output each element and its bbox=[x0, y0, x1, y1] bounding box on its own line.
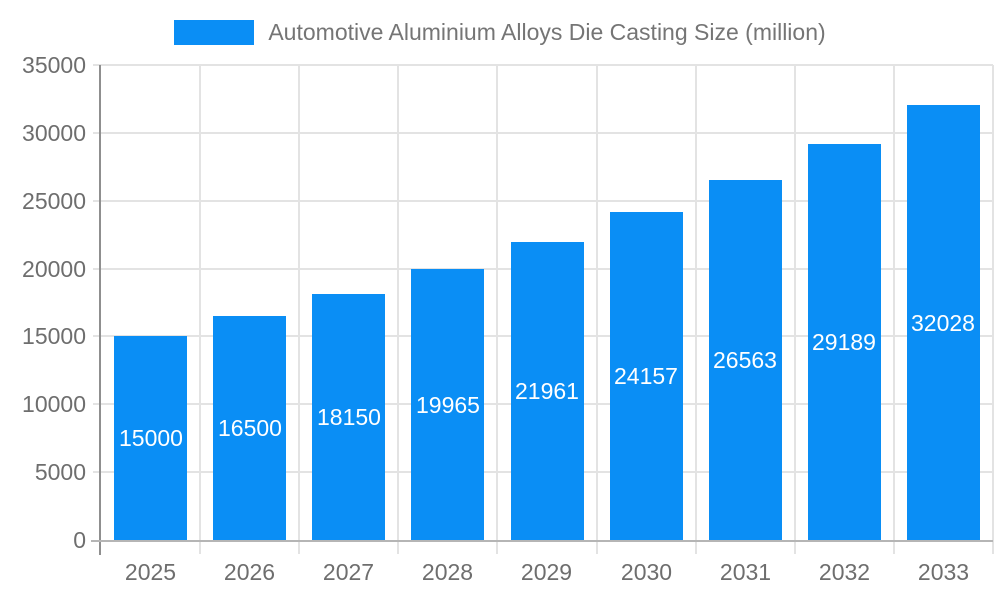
h-gridline bbox=[101, 132, 993, 134]
bar[interactable] bbox=[907, 105, 980, 540]
y-tick-label: 35000 bbox=[22, 52, 86, 78]
bar[interactable] bbox=[808, 144, 881, 540]
x-axis-tick bbox=[794, 540, 796, 554]
x-axis-tick bbox=[199, 540, 201, 554]
bar-value-label: 16500 bbox=[218, 415, 282, 441]
v-gridline bbox=[199, 65, 201, 540]
y-axis-line bbox=[99, 65, 101, 555]
x-tick-label: 2033 bbox=[917, 559, 970, 585]
y-axis-tick bbox=[93, 64, 101, 66]
bar[interactable] bbox=[312, 294, 385, 540]
bar[interactable] bbox=[709, 180, 782, 540]
v-gridline bbox=[893, 65, 895, 540]
legend-label: Automotive Aluminium Alloys Die Casting … bbox=[268, 18, 826, 45]
x-tick-label: 2027 bbox=[322, 559, 375, 585]
v-gridline bbox=[695, 65, 697, 540]
y-tick-label: 30000 bbox=[22, 120, 86, 146]
x-axis-tick bbox=[893, 540, 895, 554]
y-axis-tick bbox=[93, 403, 101, 405]
h-gridline bbox=[101, 200, 993, 202]
bar-value-label: 21961 bbox=[515, 378, 579, 404]
v-gridline bbox=[596, 65, 598, 540]
h-gridline bbox=[101, 64, 993, 66]
y-tick-label: 0 bbox=[73, 527, 86, 553]
x-tick-label: 2025 bbox=[124, 559, 177, 585]
y-axis-tick bbox=[93, 200, 101, 202]
x-axis-tick bbox=[992, 540, 994, 554]
y-axis-tick bbox=[93, 335, 101, 337]
v-gridline bbox=[397, 65, 399, 540]
v-gridline bbox=[794, 65, 796, 540]
bar-value-label: 29189 bbox=[812, 329, 876, 355]
bar[interactable] bbox=[213, 316, 286, 540]
y-axis-tick bbox=[93, 132, 101, 134]
x-tick-label: 2028 bbox=[421, 559, 474, 585]
bar-value-label: 26563 bbox=[713, 347, 777, 373]
x-axis-line bbox=[91, 540, 993, 542]
x-axis-tick bbox=[496, 540, 498, 554]
x-tick-label: 2030 bbox=[620, 559, 673, 585]
y-tick-label: 20000 bbox=[22, 256, 86, 282]
y-tick-label: 15000 bbox=[22, 323, 86, 349]
legend[interactable]: Automotive Aluminium Alloys Die Casting … bbox=[0, 14, 1000, 50]
x-axis-tick bbox=[695, 540, 697, 554]
y-tick-label: 10000 bbox=[22, 391, 86, 417]
bar[interactable] bbox=[114, 336, 187, 540]
bar[interactable] bbox=[511, 242, 584, 540]
v-gridline bbox=[298, 65, 300, 540]
x-axis-tick bbox=[397, 540, 399, 554]
legend-swatch-icon bbox=[174, 19, 255, 45]
y-axis-tick bbox=[93, 268, 101, 270]
bar-value-label: 15000 bbox=[119, 425, 183, 451]
x-axis-tick bbox=[596, 540, 598, 554]
bar-value-label: 24157 bbox=[614, 363, 678, 389]
v-gridline bbox=[496, 65, 498, 540]
y-tick-label: 25000 bbox=[22, 188, 86, 214]
bar[interactable] bbox=[411, 269, 484, 540]
bar-value-label: 32028 bbox=[911, 310, 975, 336]
x-tick-label: 2031 bbox=[719, 559, 772, 585]
v-gridline bbox=[992, 65, 994, 540]
x-axis-tick bbox=[298, 540, 300, 554]
bar-value-label: 18150 bbox=[317, 404, 381, 430]
y-tick-label: 5000 bbox=[34, 459, 86, 485]
bar[interactable] bbox=[610, 212, 683, 540]
x-tick-label: 2032 bbox=[818, 559, 871, 585]
x-tick-label: 2029 bbox=[520, 559, 573, 585]
bar-value-label: 19965 bbox=[416, 392, 480, 418]
x-tick-label: 2026 bbox=[223, 559, 276, 585]
y-axis-tick bbox=[93, 471, 101, 473]
